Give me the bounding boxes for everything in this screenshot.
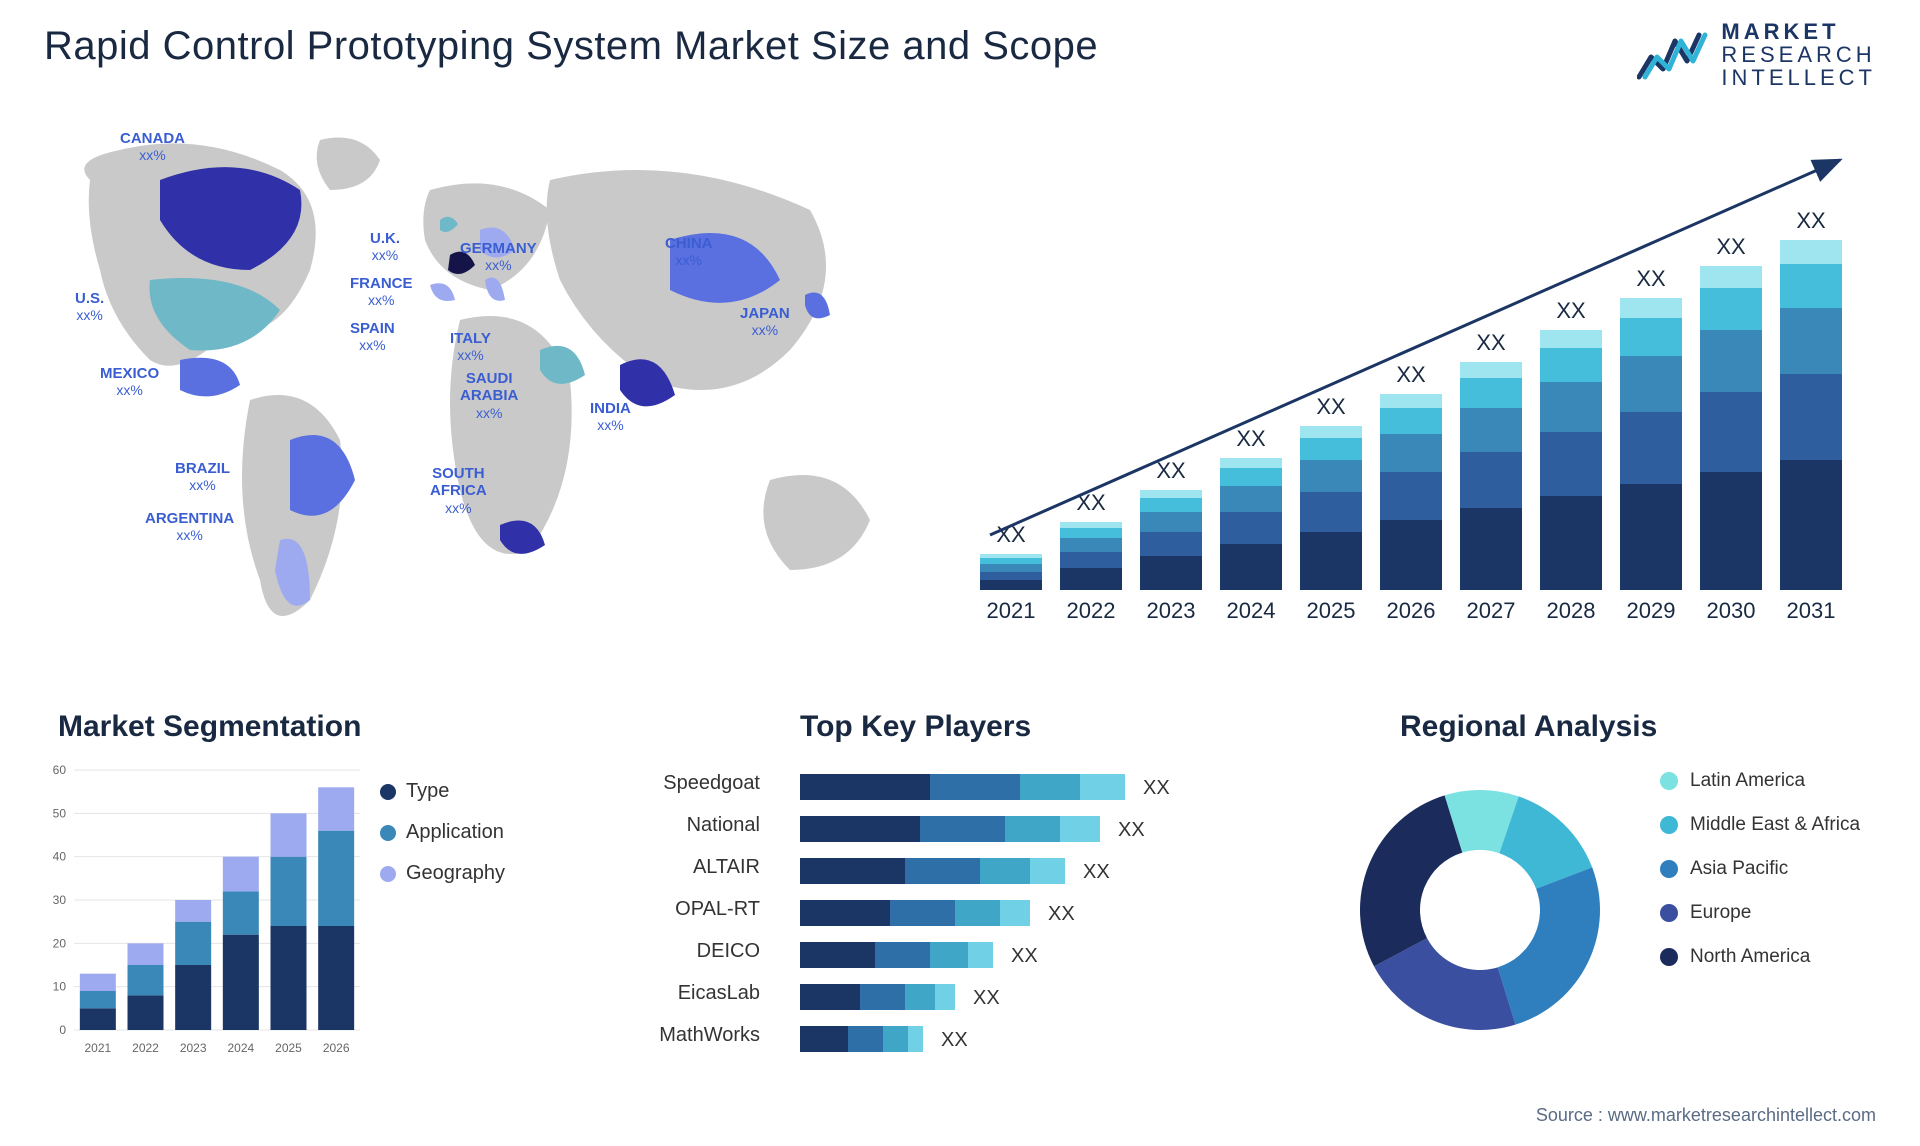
source-text: Source : www.marketresearchintellect.com: [1536, 1105, 1876, 1126]
world-map: CANADAxx% U.S.xx% MEXICOxx% BRAZILxx% ARGENT…: [30, 120, 930, 660]
svg-text:2021: 2021: [84, 1041, 111, 1055]
region-legend-asia-pacific: Asia Pacific: [1660, 858, 1860, 880]
svg-text:10: 10: [53, 980, 67, 994]
svg-text:2023: 2023: [1147, 598, 1196, 623]
seg-legend-application: Application: [380, 821, 505, 844]
player-label-eicaslab: EicasLab: [580, 972, 760, 1014]
svg-text:2029: 2029: [1627, 598, 1676, 623]
svg-text:40: 40: [53, 850, 67, 864]
player-label-mathworks: MathWorks: [580, 1014, 760, 1056]
map-label-italy: ITALYxx%: [450, 330, 491, 363]
region-legend-north-america: North America: [1660, 946, 1860, 968]
regional-legend: Latin America Middle East & Africa Asia Pa…: [1660, 770, 1860, 990]
player-label-speedgoat: Speedgoat: [580, 762, 760, 804]
svg-text:2025: 2025: [275, 1041, 302, 1055]
player-label-deico: DEICO: [580, 930, 760, 972]
svg-text:XX: XX: [1083, 861, 1110, 883]
map-label-brazil: BRAZILxx%: [175, 460, 230, 493]
players-hbar-chart: XXXXXXXXXXXXXX: [800, 762, 1300, 1062]
segmentation-chart: 0 10 20 30 40 50 60 2021 2022 2023 2024 2025 2026: [30, 760, 370, 1060]
map-label-india: INDIAxx%: [590, 400, 631, 433]
svg-text:2021: 2021: [987, 598, 1036, 623]
map-label-argentina: ARGENTINAxx%: [145, 510, 234, 543]
svg-text:2022: 2022: [132, 1041, 159, 1055]
svg-text:2031: 2031: [1787, 598, 1836, 623]
svg-text:XX: XX: [1156, 458, 1186, 483]
svg-text:XX: XX: [1316, 394, 1346, 419]
svg-text:0: 0: [59, 1023, 66, 1037]
player-label-altair: ALTAIR: [580, 846, 760, 888]
segmentation-legend: Type Application Geography: [380, 780, 505, 903]
svg-text:XX: XX: [1011, 945, 1038, 967]
market-size-chart: XX 2021 XX 2022 XX 2023 XX 2024 XX 2025 XX 2026 XX 20…: [960, 130, 1880, 650]
map-label-mexico: MEXICOxx%: [100, 365, 159, 398]
svg-text:20: 20: [53, 936, 67, 950]
regional-donut: [1330, 760, 1630, 1060]
logo-mark-icon: [1637, 27, 1709, 83]
svg-text:XX: XX: [1476, 330, 1506, 355]
segmentation-heading: Market Segmentation: [58, 710, 361, 744]
brand-logo: MARKET RESEARCH INTELLECT: [1637, 20, 1876, 89]
svg-text:2030: 2030: [1707, 598, 1756, 623]
map-label-u-s-: U.S.xx%: [75, 290, 104, 323]
logo-line2: RESEARCH: [1721, 43, 1876, 66]
logo-line1: MARKET: [1721, 20, 1876, 43]
seg-legend-type: Type: [380, 780, 505, 803]
svg-text:XX: XX: [1236, 426, 1266, 451]
map-label-china: CHINAxx%: [665, 235, 713, 268]
map-label-japan: JAPANxx%: [740, 305, 790, 338]
player-label-opal-rt: OPAL-RT: [580, 888, 760, 930]
page-title: Rapid Control Prototyping System Market …: [44, 24, 1098, 69]
svg-text:50: 50: [53, 806, 67, 820]
svg-text:60: 60: [53, 763, 67, 777]
svg-text:XX: XX: [1143, 777, 1170, 799]
svg-text:2023: 2023: [180, 1041, 207, 1055]
market-size-bar-svg: XX 2021 XX 2022 XX 2023 XX 2024 XX 2025 XX 2026 XX 20…: [960, 130, 1880, 650]
svg-text:2027: 2027: [1467, 598, 1516, 623]
region-legend-europe: Europe: [1660, 902, 1860, 924]
regional-heading: Regional Analysis: [1400, 710, 1657, 744]
map-label-saudi-arabia: SAUDIARABIAxx%: [460, 370, 518, 421]
players-labels: SpeedgoatNationalALTAIROPAL-RTDEICOEicas…: [580, 762, 760, 1056]
logo-text: MARKET RESEARCH INTELLECT: [1721, 20, 1876, 89]
svg-text:XX: XX: [941, 1029, 968, 1051]
svg-text:XX: XX: [1796, 208, 1826, 233]
svg-text:2025: 2025: [1307, 598, 1356, 623]
svg-text:XX: XX: [1716, 234, 1746, 259]
region-legend-middle-east-africa: Middle East & Africa: [1660, 814, 1860, 836]
svg-text:2028: 2028: [1547, 598, 1596, 623]
seg-legend-geography: Geography: [380, 862, 505, 885]
region-legend-latin-america: Latin America: [1660, 770, 1860, 792]
svg-text:XX: XX: [1396, 362, 1426, 387]
svg-text:XX: XX: [1118, 819, 1145, 841]
svg-text:2024: 2024: [227, 1041, 254, 1055]
svg-text:XX: XX: [1048, 903, 1075, 925]
svg-text:2026: 2026: [1387, 598, 1436, 623]
map-label-u-k-: U.K.xx%: [370, 230, 400, 263]
map-label-south-africa: SOUTHAFRICAxx%: [430, 465, 487, 516]
svg-text:XX: XX: [1636, 266, 1666, 291]
map-label-france: FRANCExx%: [350, 275, 413, 308]
map-label-germany: GERMANYxx%: [460, 240, 537, 273]
map-label-spain: SPAINxx%: [350, 320, 395, 353]
svg-text:2026: 2026: [323, 1041, 350, 1055]
map-label-canada: CANADAxx%: [120, 130, 185, 163]
svg-text:2022: 2022: [1067, 598, 1116, 623]
player-label-national: National: [580, 804, 760, 846]
logo-line3: INTELLECT: [1721, 66, 1876, 89]
svg-text:XX: XX: [973, 987, 1000, 1009]
players-heading: Top Key Players: [800, 710, 1031, 744]
svg-text:2024: 2024: [1227, 598, 1276, 623]
svg-text:XX: XX: [1556, 298, 1586, 323]
svg-text:30: 30: [53, 893, 67, 907]
